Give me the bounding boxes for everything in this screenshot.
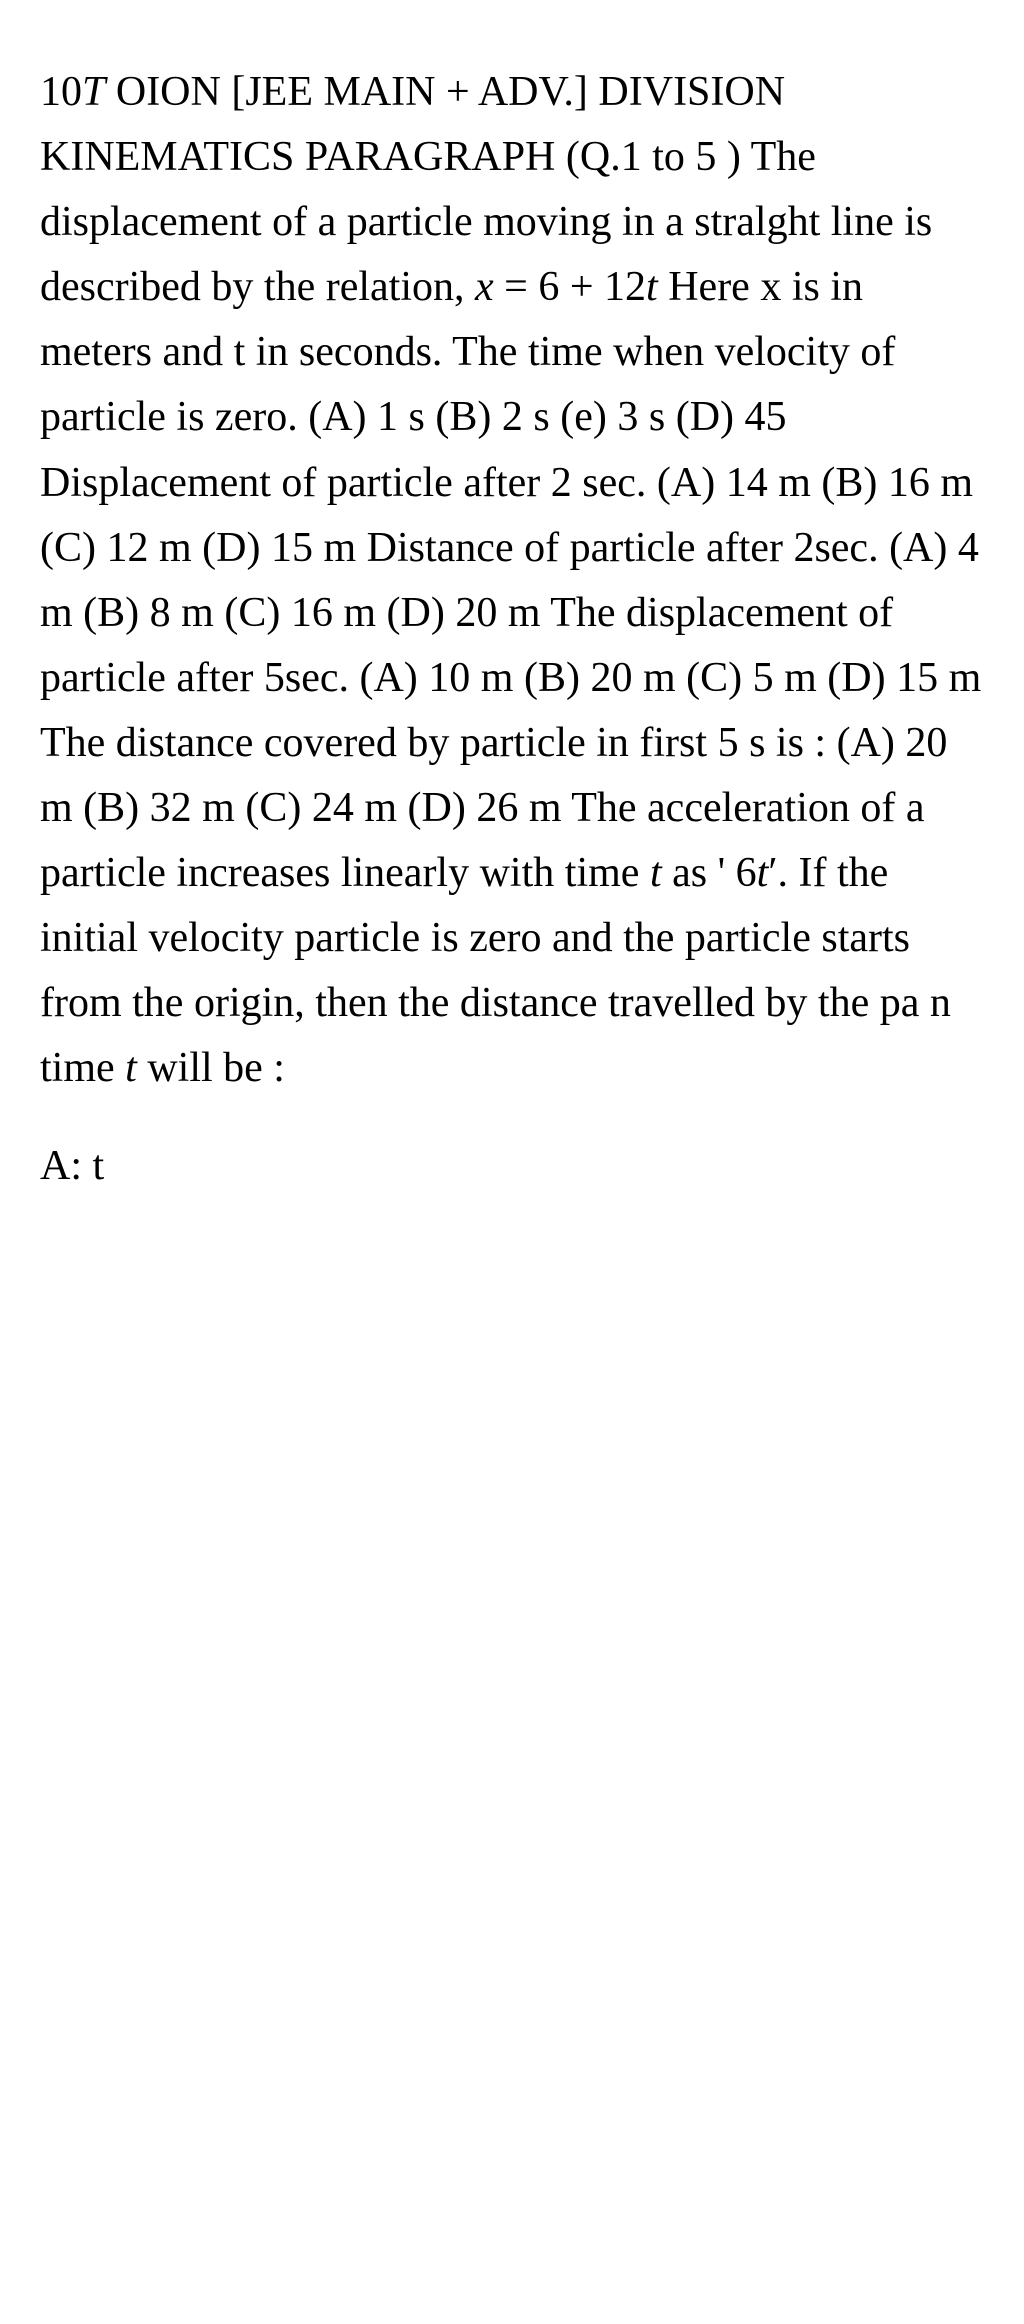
header-t-var: T bbox=[82, 69, 105, 115]
text-segment: is : (A) bbox=[765, 720, 905, 766]
option-text: 16 m bbox=[291, 590, 376, 636]
equation-x: x bbox=[475, 264, 494, 310]
text-segment: (B) bbox=[73, 590, 150, 636]
option-text: 24 m bbox=[312, 785, 397, 831]
option-text: 10 m bbox=[428, 655, 513, 701]
option-text: 2 s bbox=[502, 394, 550, 440]
option-text: 15 m bbox=[271, 525, 356, 571]
text-segment: (C) bbox=[676, 655, 753, 701]
document-content: 10T OION [JEE MAIN + ADV.] DIVISION KINE… bbox=[40, 60, 984, 1199]
text-segment: Distance of particle after bbox=[356, 525, 793, 571]
option-text: 8 m bbox=[150, 590, 214, 636]
var-t: t bbox=[234, 329, 246, 375]
text-segment: will be : bbox=[137, 1045, 285, 1091]
var-t: t bbox=[757, 850, 769, 896]
text-segment: as ' bbox=[662, 850, 736, 896]
option-text: 15 m bbox=[896, 655, 981, 701]
option-text: 16 m bbox=[888, 460, 973, 506]
var-x: x bbox=[760, 264, 781, 310]
text-segment: (D) bbox=[665, 394, 744, 440]
text-segment: (D) bbox=[192, 525, 271, 571]
coef-6: 6 bbox=[736, 850, 757, 896]
option-text: 12 m bbox=[107, 525, 192, 571]
text-segment: (D) bbox=[397, 785, 476, 831]
option-text: 32 m bbox=[150, 785, 235, 831]
answer-line: A: t bbox=[40, 1134, 984, 1199]
paragraph-body: 10T OION [JEE MAIN + ADV.] DIVISION KINE… bbox=[40, 60, 984, 1102]
option-text: 5 bbox=[264, 655, 285, 701]
option-text: 20 m bbox=[590, 655, 675, 701]
option-text: 2 bbox=[793, 525, 814, 571]
text-segment: (C) bbox=[235, 785, 312, 831]
var-t: t bbox=[650, 850, 662, 896]
option-text: 20 m bbox=[455, 590, 540, 636]
option-text: 5 s bbox=[718, 720, 766, 766]
text-segment: (B) bbox=[73, 785, 150, 831]
option-text: 5 m bbox=[753, 655, 817, 701]
text-segment: (e) bbox=[550, 394, 618, 440]
prime-symbol: ′ bbox=[768, 850, 777, 896]
answer-label: A: bbox=[40, 1143, 93, 1189]
var-t: t bbox=[125, 1045, 137, 1091]
text-segment: Displacement of particle after 2 sec. (A… bbox=[40, 460, 726, 506]
option-text: 3 s bbox=[617, 394, 665, 440]
option-text: 14 m bbox=[726, 460, 811, 506]
equation-mid: = 6 + 12 bbox=[494, 264, 646, 310]
text-segment: (B) bbox=[425, 394, 502, 440]
option-text: 1 s bbox=[377, 394, 425, 440]
header-rest: OION [JEE MAIN + ADV.] bbox=[105, 69, 588, 115]
text-segment: The distance covered by particle in firs… bbox=[40, 720, 718, 766]
text-segment: (C) bbox=[40, 525, 107, 571]
text-segment: sec. (A) bbox=[814, 525, 957, 571]
text-segment: (B) bbox=[811, 460, 888, 506]
header-10: 10 bbox=[40, 69, 82, 115]
text-segment: sec. (A) bbox=[285, 655, 428, 701]
text-segment: (D) bbox=[817, 655, 896, 701]
equation-t: t bbox=[646, 264, 658, 310]
option-text: 45 bbox=[745, 394, 787, 440]
answer-value: t bbox=[93, 1143, 105, 1189]
text-segment: (C) bbox=[214, 590, 291, 636]
option-text: 26 m bbox=[476, 785, 561, 831]
text-segment: Here bbox=[658, 264, 761, 310]
text-segment: (D) bbox=[376, 590, 455, 636]
text-segment: (B) bbox=[513, 655, 590, 701]
